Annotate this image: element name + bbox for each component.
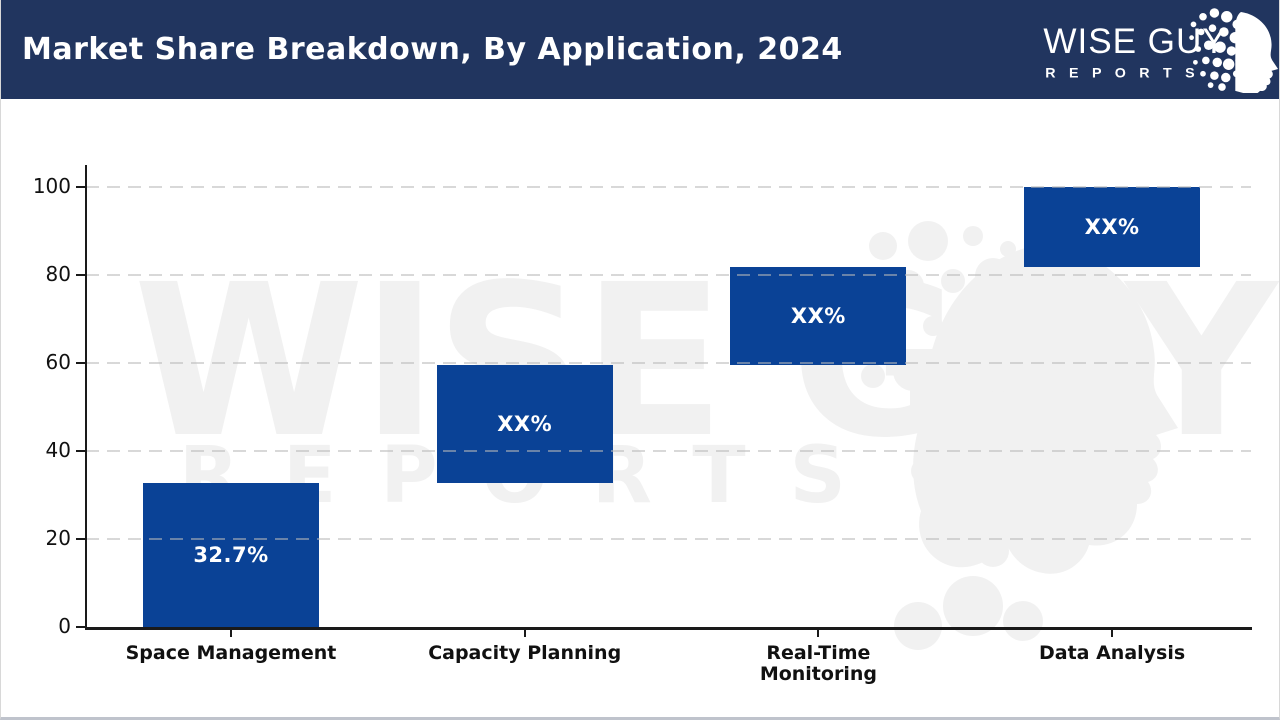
bar-value-label: XX% <box>1084 215 1140 240</box>
y-tick-label: 0 <box>58 614 71 638</box>
gridline-80 <box>86 274 1251 276</box>
logo-wordmark: WISE GUY <box>1043 21 1226 60</box>
logo-face-icon <box>1235 11 1279 93</box>
gridline-40 <box>86 450 1251 452</box>
x-tick-mark <box>1111 630 1114 637</box>
gridline-100 <box>86 186 1251 188</box>
bar-segment: 32.7% <box>143 483 319 627</box>
y-tick-mark <box>76 626 86 628</box>
x-category-label: Space Management <box>125 642 337 664</box>
y-tick-label: 20 <box>45 526 71 550</box>
gridline-60 <box>86 362 1251 364</box>
bar-value-label: 32.7% <box>193 543 269 568</box>
y-tick-label: 60 <box>45 350 71 374</box>
logo-reports-text: R E P O R T S <box>1045 65 1199 81</box>
y-tick-mark <box>76 186 86 188</box>
y-tick-label: 80 <box>45 262 71 286</box>
bar-segment: XX% <box>436 365 613 484</box>
gridline-20 <box>86 538 1251 540</box>
plot-area: 0 20 40 60 80 100 32.7% Space Management XX% Capa… <box>33 165 1252 685</box>
header-band: Market Share Breakdown, By Application, … <box>1 0 1279 99</box>
y-tick-mark <box>76 538 86 540</box>
y-axis-spine <box>85 165 87 630</box>
chart-title: Market Share Breakdown, By Application, … <box>22 32 843 67</box>
x-axis-spine <box>85 627 1252 630</box>
bar-value-label: XX% <box>497 412 553 437</box>
x-category-label: Data Analysis <box>1038 642 1186 664</box>
bar-segment: XX% <box>730 267 907 366</box>
y-tick-mark <box>76 450 86 452</box>
y-tick-label: 40 <box>45 438 71 462</box>
x-tick-mark <box>230 630 232 637</box>
y-tick-mark <box>76 362 86 364</box>
x-category-label: Real-Time Monitoring <box>759 642 877 685</box>
y-tick-mark <box>76 274 86 276</box>
x-category-label: Capacity Planning <box>428 642 622 664</box>
y-tick-label: 100 <box>32 174 71 198</box>
bar-segment: XX% <box>1024 187 1201 268</box>
x-tick-mark <box>817 630 820 637</box>
bar-value-label: XX% <box>790 304 846 329</box>
wise-guy-logo: WISE GUY R E P O R T S <box>1043 7 1279 93</box>
x-tick-mark <box>523 630 526 637</box>
